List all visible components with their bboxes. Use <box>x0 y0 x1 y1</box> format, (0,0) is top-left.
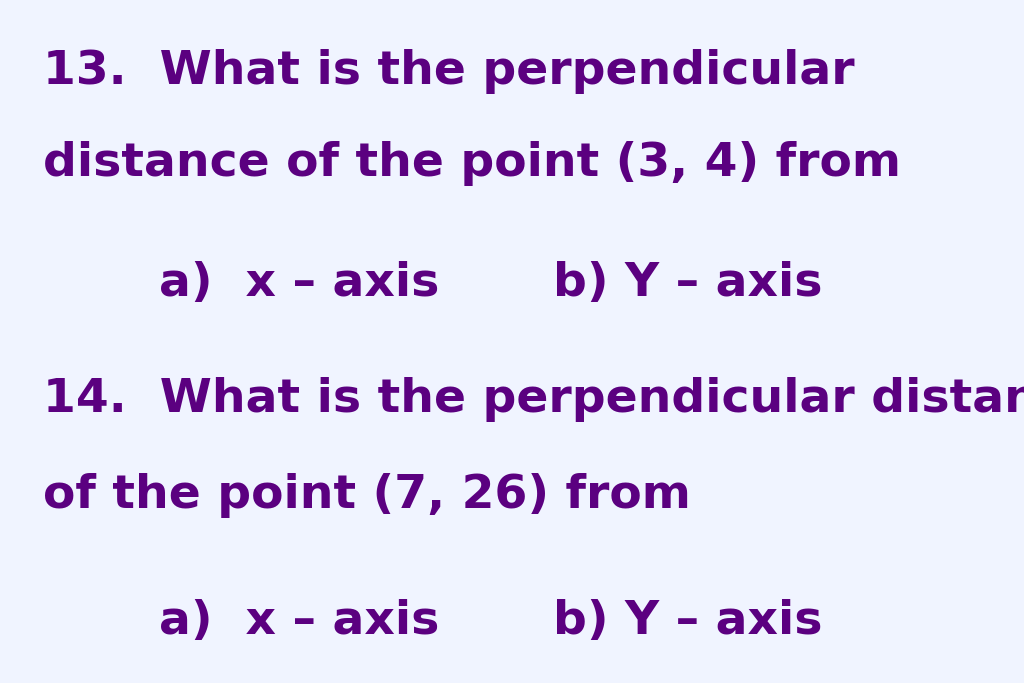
Text: of the point (7, 26) from: of the point (7, 26) from <box>43 473 691 518</box>
Text: b) Y – axis: b) Y – axis <box>553 599 822 644</box>
Text: a)  x – axis: a) x – axis <box>159 261 439 306</box>
Text: distance of the point (3, 4) from: distance of the point (3, 4) from <box>43 141 901 186</box>
Text: a)  x – axis: a) x – axis <box>159 599 439 644</box>
Text: 14.  What is the perpendicular distance: 14. What is the perpendicular distance <box>43 377 1024 422</box>
Text: b) Y – axis: b) Y – axis <box>553 261 822 306</box>
Text: 13.  What is the perpendicular: 13. What is the perpendicular <box>43 49 855 94</box>
